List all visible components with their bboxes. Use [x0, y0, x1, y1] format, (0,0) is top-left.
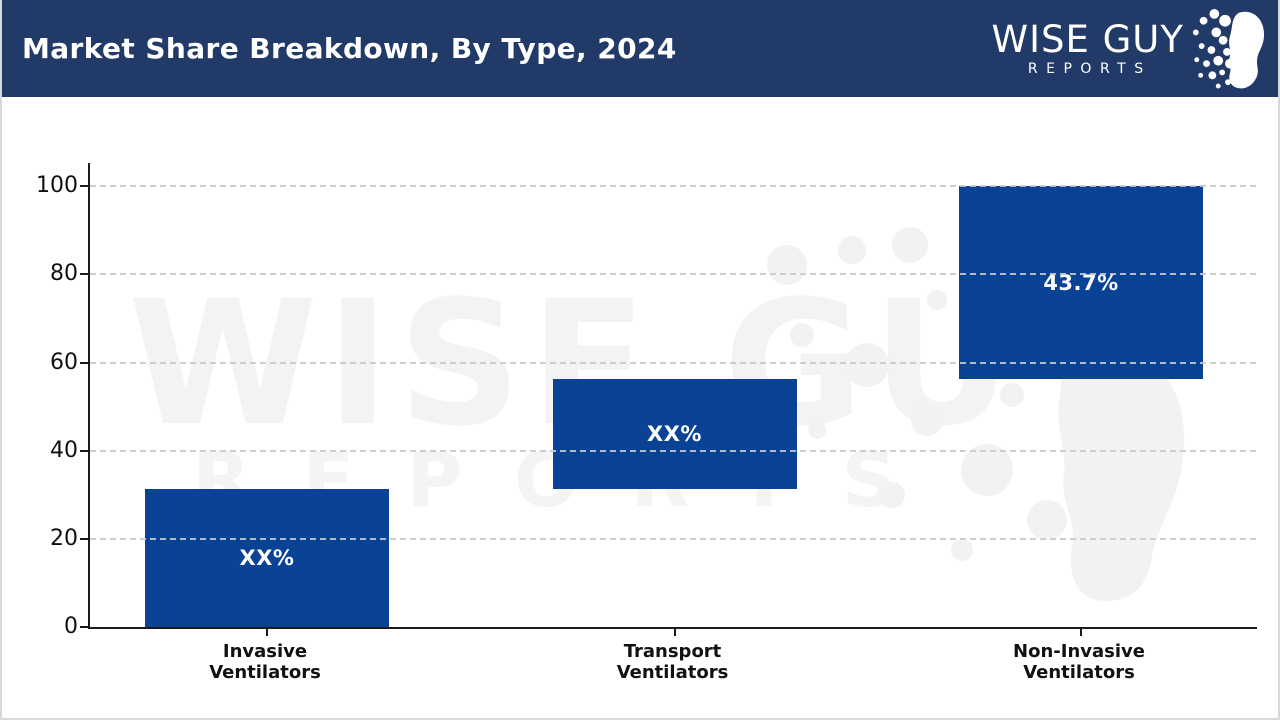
y-axis-tick-100: [80, 185, 88, 188]
logo-face-icon: [1192, 8, 1265, 88]
logo-wordmark: WISE GUY: [991, 17, 1184, 61]
bar-segment-2: XX%: [552, 378, 797, 490]
header-bar: Market Share Breakdown, By Type, 2024 WI…: [2, 0, 1278, 97]
gridline-100: [90, 185, 1257, 188]
category-label-1: Invasive Ventilators: [209, 641, 321, 683]
bar-segment-3: 43.7%: [959, 186, 1203, 379]
x-axis-tick-3: [1080, 629, 1082, 636]
page-title: Market Share Breakdown, By Type, 2024: [22, 32, 677, 65]
gridline-60: [90, 361, 1257, 364]
gridline-20: [90, 537, 1257, 540]
wise-guy-reports-logo: WISE GUY REPORTS: [992, 7, 1266, 91]
y-axis-tick-label-20: 20: [50, 525, 78, 551]
x-axis-tick-1: [266, 629, 268, 636]
y-axis-tick-80: [80, 273, 88, 276]
y-axis-tick-20: [80, 537, 88, 540]
y-axis-tick-0: [80, 626, 88, 628]
logo-text: WISE GUY REPORTS: [992, 21, 1184, 77]
category-label-2: Transport Ventilators: [616, 641, 729, 683]
category-label-3: Non-Invasive Ventilators: [1013, 641, 1145, 683]
gridline-40: [90, 449, 1257, 452]
x-axis-tick-2: [673, 629, 676, 636]
y-axis-tick-label-80: 80: [50, 261, 78, 287]
bar-segment-1: XX%: [145, 489, 389, 627]
plot-area: XX% XX% 43.7%: [80, 163, 1257, 636]
bar-value-label: XX%: [239, 546, 295, 571]
gridline-80: [90, 273, 1257, 276]
y-axis-tick-60: [80, 361, 88, 364]
y-axis-tick-label-40: 40: [50, 437, 78, 463]
watermark-face-dots: [767, 227, 1185, 602]
y-axis-tick-label-0: 0: [64, 614, 78, 639]
y-axis-tick-40: [80, 449, 88, 452]
logo-subtitle: REPORTS: [1027, 60, 1152, 77]
bar-value-label: XX%: [647, 422, 702, 446]
y-axis-tick-label-60: 60: [50, 349, 78, 375]
y-axis-tick-label-100: 100: [36, 173, 78, 199]
